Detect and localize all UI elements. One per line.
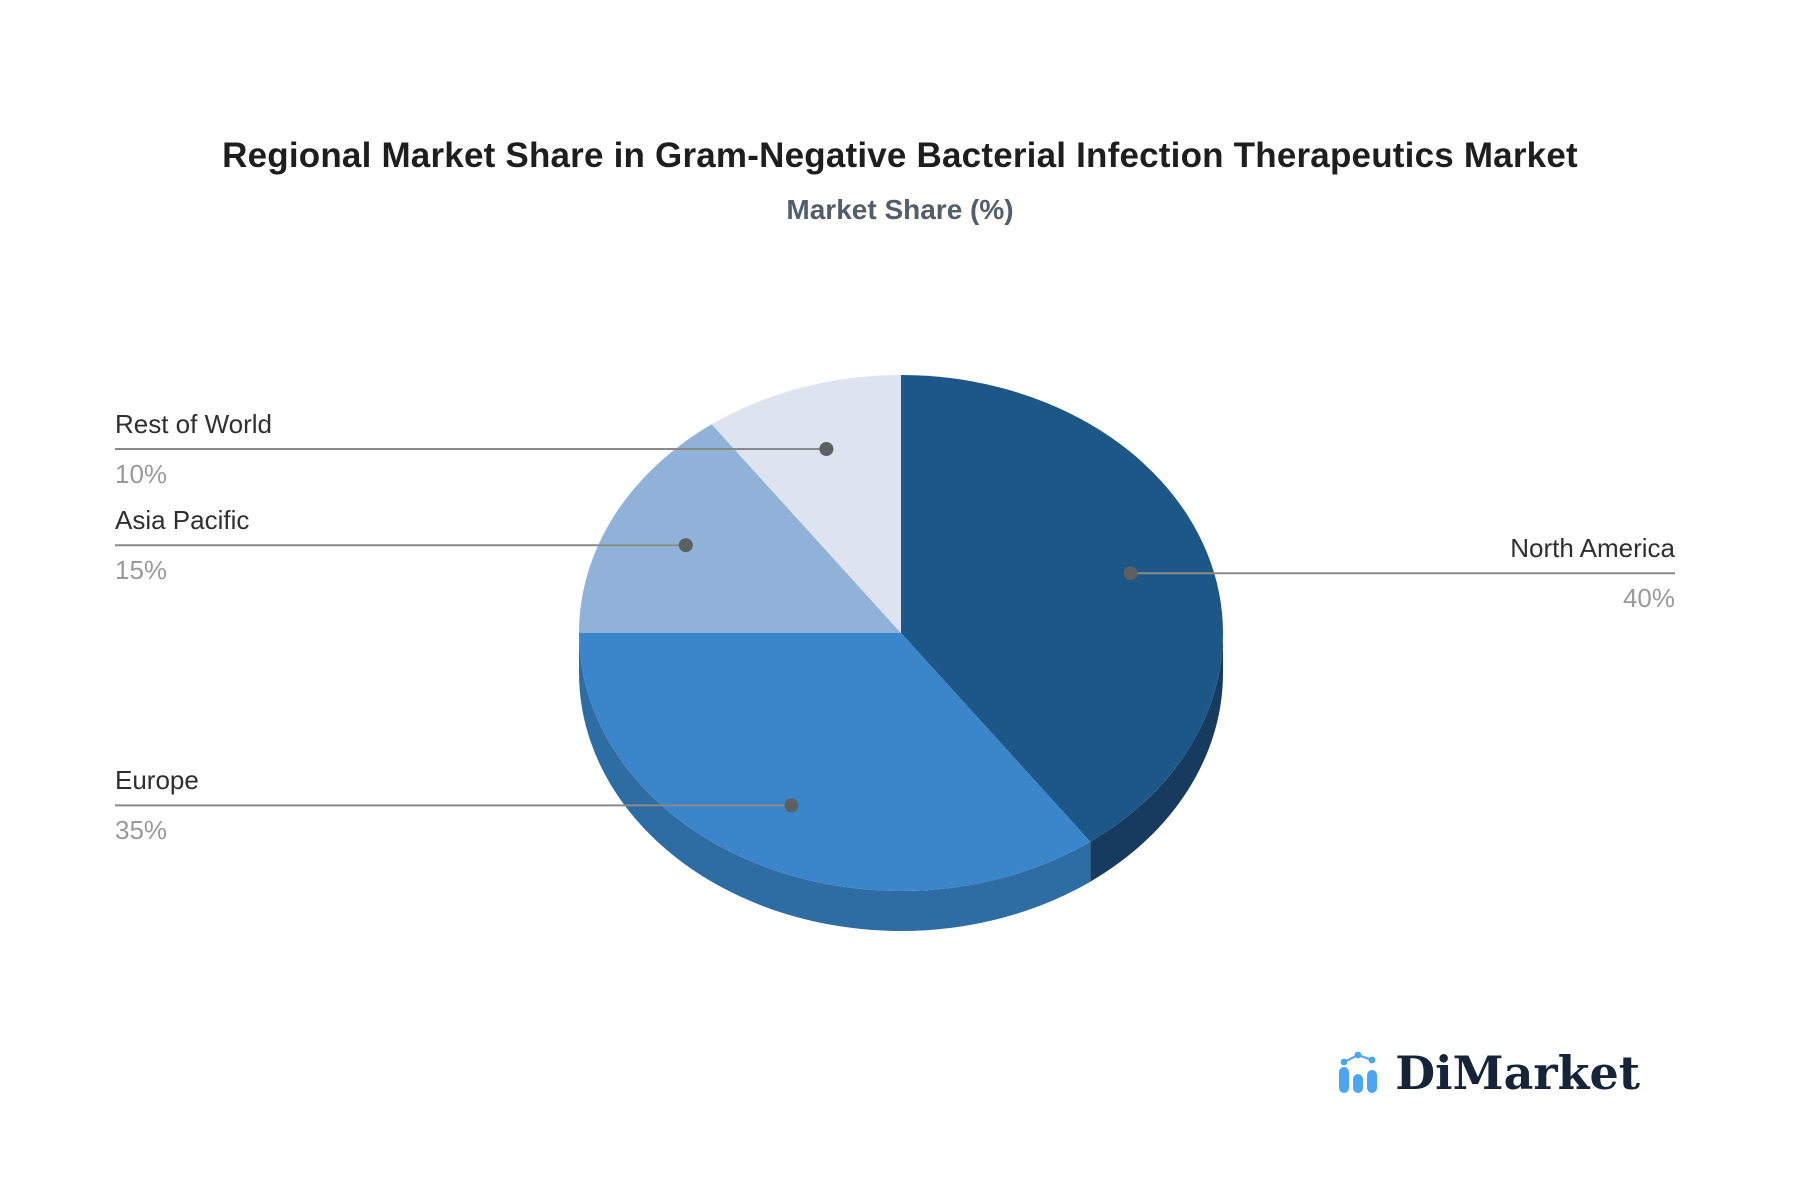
pie-label-percent: 35% — [115, 815, 168, 846]
pie-label-percent: 15% — [115, 555, 168, 586]
pie-label-name: Asia Pacific — [115, 505, 250, 536]
pie-label-name: Rest of World — [115, 408, 273, 439]
pie-label-europe: Europe 35% — [115, 765, 199, 845]
pie-label-north-america: North America 40% — [1510, 533, 1675, 613]
pie-label-asia-pacific: Asia Pacific 15% — [115, 505, 249, 585]
pie-label-name: Europe — [115, 765, 199, 796]
pie-label-percent: 10% — [115, 458, 168, 489]
dimarket-logo: DiMarket — [1337, 1050, 1640, 1096]
pie-label-percent: 40% — [1622, 583, 1675, 614]
chart-title: Regional Market Share in Gram-Negative B… — [222, 136, 1578, 175]
logo-text: DiMarket — [1395, 1046, 1640, 1100]
chart-subtitle: Market Share (%) — [786, 194, 1014, 225]
pie-label-rest-of-world: Rest of World 10% — [115, 409, 272, 489]
pie-label-name: North America — [1510, 533, 1675, 564]
bar-chart-trend-icon — [1339, 1051, 1378, 1093]
